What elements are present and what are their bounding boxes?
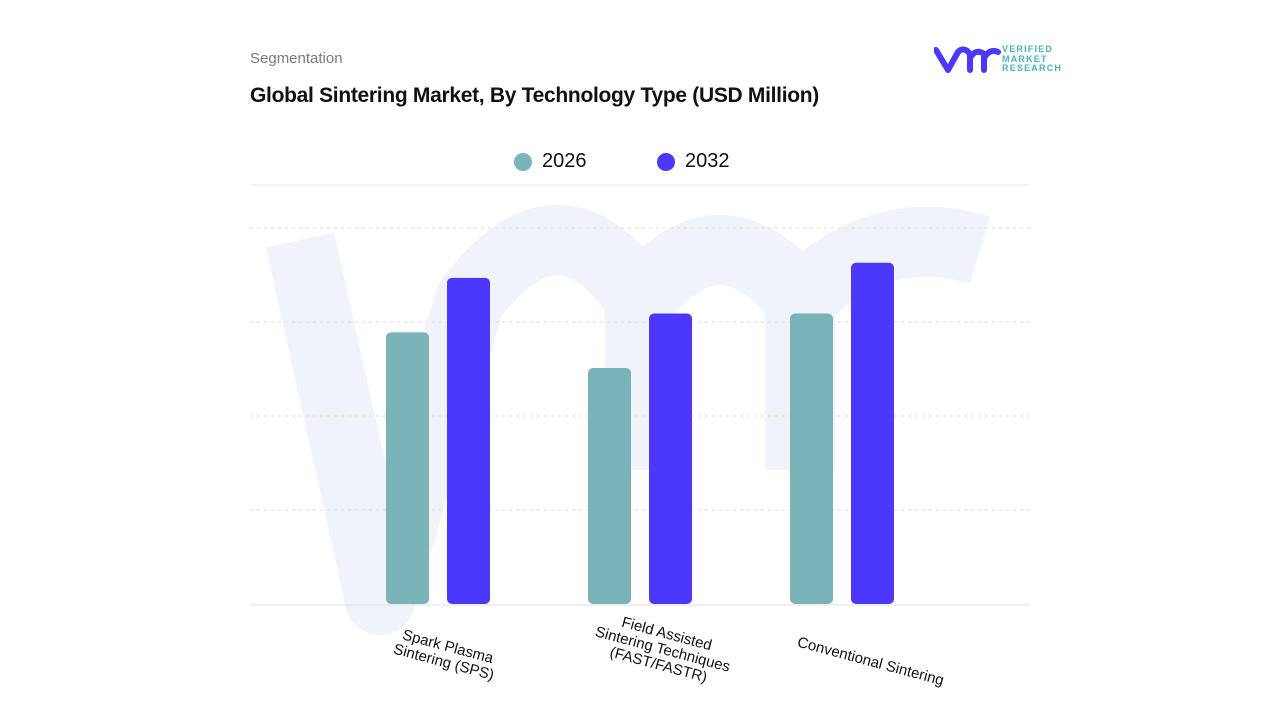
- legend-label-2032: 2032: [685, 150, 730, 172]
- bar-2026-0[interactable]: [386, 332, 429, 604]
- legend: 2026 2032: [0, 150, 1280, 174]
- legend-dot-2032: [657, 152, 675, 171]
- vmr-logo-icon: [934, 46, 1001, 73]
- logo-line-2: MARKET: [1002, 53, 1048, 64]
- segment-label: Segmentation: [250, 50, 343, 67]
- bar-2032-2[interactable]: [851, 262, 894, 604]
- bar-2032-0[interactable]: [447, 277, 490, 604]
- legend-label-2026: 2026: [542, 150, 587, 172]
- logo-line-3: RESEARCH: [1002, 63, 1063, 73]
- logo-text: VERIFIED MARKET RESEARCH: [1002, 44, 1063, 74]
- bar-2026-1[interactable]: [588, 368, 631, 604]
- legend-item-2026[interactable]: 2026: [514, 150, 587, 173]
- legend-item-2032[interactable]: 2032: [657, 150, 730, 173]
- legend-dot-2026: [514, 152, 532, 171]
- chart-title: Global Sintering Market, By Technology T…: [250, 84, 820, 107]
- bar-2032-1[interactable]: [649, 313, 692, 604]
- logo-line-1: VERIFIED: [1002, 44, 1054, 54]
- bar-2026-2[interactable]: [790, 313, 833, 604]
